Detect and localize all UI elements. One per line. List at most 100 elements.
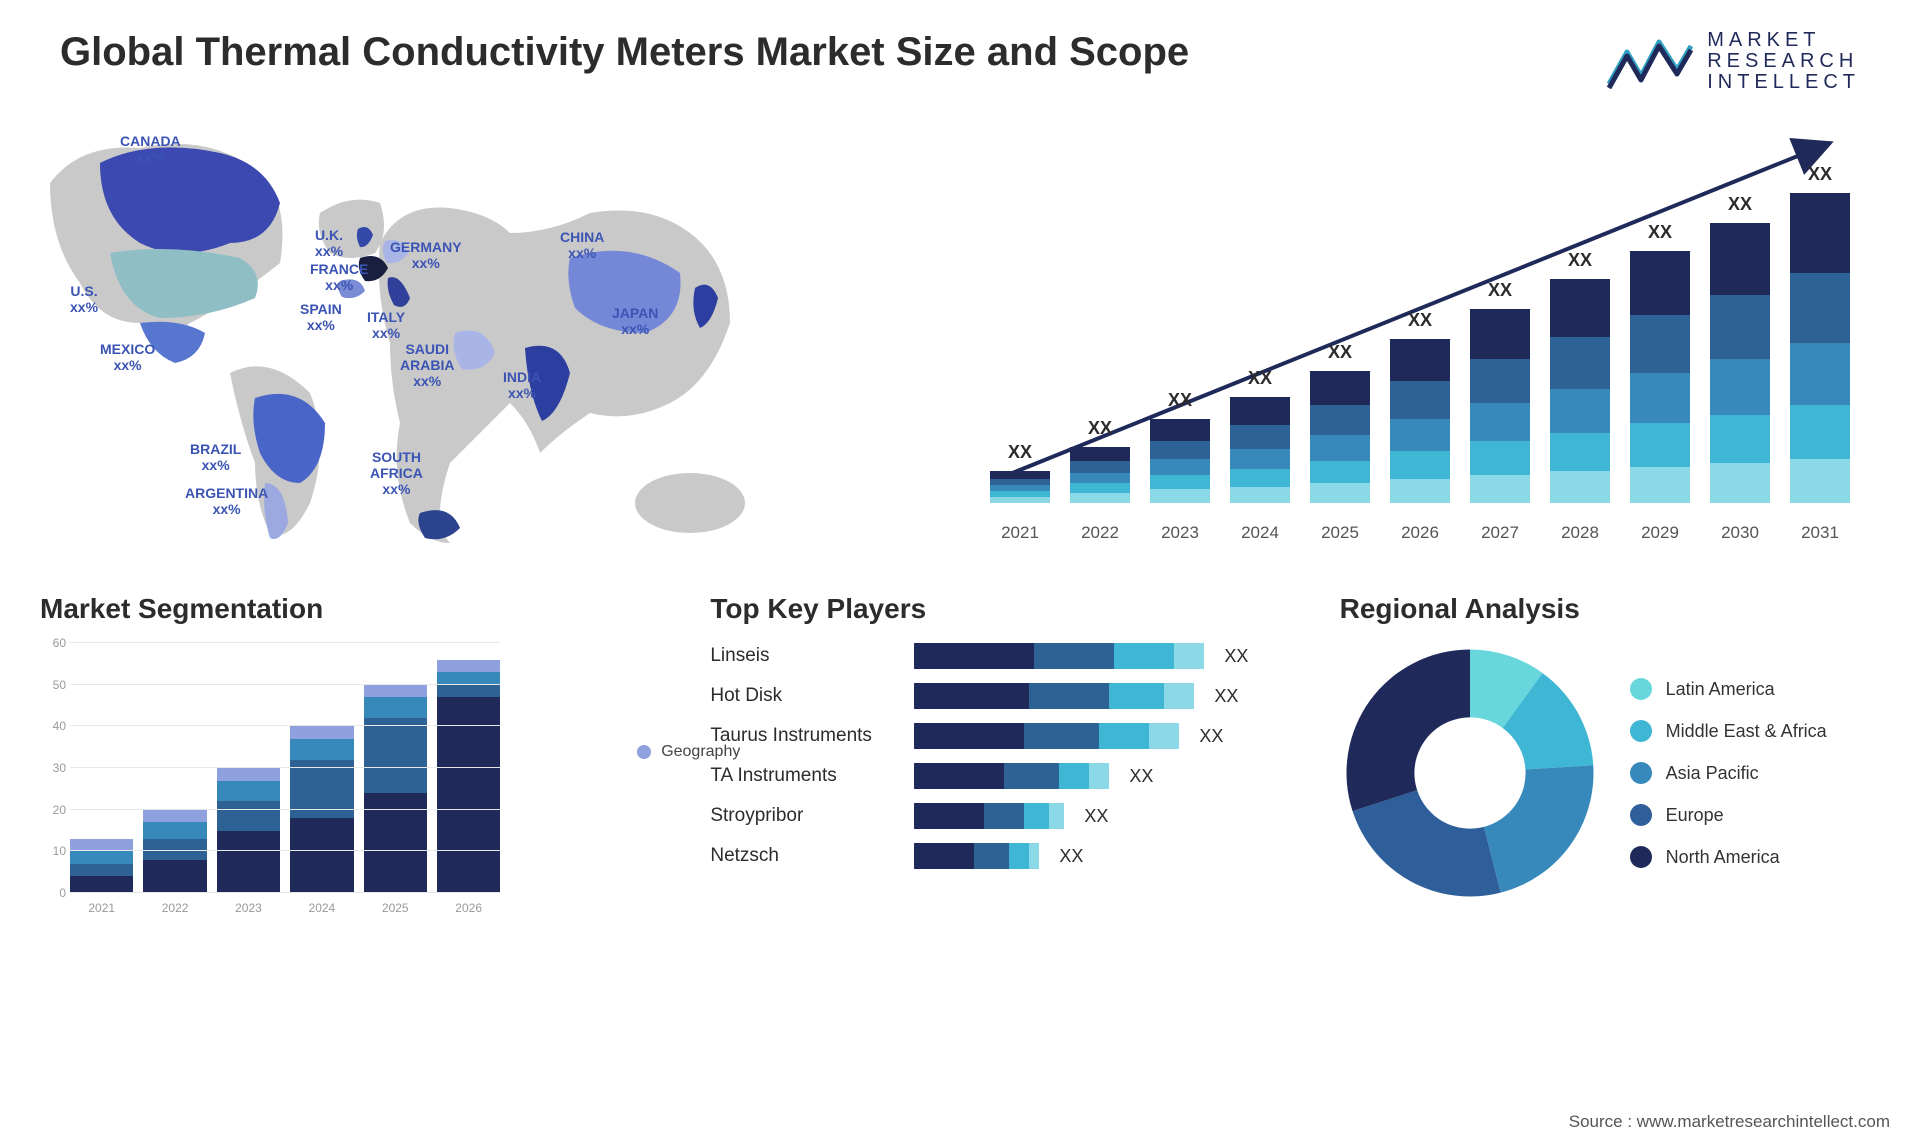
region-legend-item: Europe bbox=[1630, 804, 1827, 826]
map-label: INDIA xx% bbox=[503, 369, 541, 401]
legend-swatch bbox=[1630, 846, 1652, 868]
donut-slice bbox=[1346, 650, 1470, 812]
region-legend-item: North America bbox=[1630, 846, 1827, 868]
player-bar bbox=[914, 803, 1064, 829]
player-bar bbox=[914, 763, 1109, 789]
brand-line2: RESEARCH bbox=[1707, 51, 1860, 72]
regional-legend: Latin America Middle East & Africa Asia Pa… bbox=[1630, 678, 1827, 868]
growth-x-label: 2028 bbox=[1550, 523, 1610, 543]
segmentation-chart: 0102030405060 202120222023202420252026 G… bbox=[40, 643, 560, 923]
growth-x-label: 2029 bbox=[1630, 523, 1690, 543]
map-label: CANADA xx% bbox=[120, 133, 181, 165]
world-map: CANADA xx%U.S. xx%MEXICO xx%BRAZIL xx%AR… bbox=[30, 123, 900, 553]
map-label: GERMANY xx% bbox=[390, 239, 462, 271]
page-title: Global Thermal Conductivity Meters Marke… bbox=[60, 30, 1189, 75]
growth-bar-value: XX bbox=[1168, 390, 1192, 411]
legend-label: Middle East & Africa bbox=[1666, 721, 1827, 742]
segmentation-title: Market Segmentation bbox=[40, 593, 560, 625]
legend-label: Europe bbox=[1666, 805, 1724, 826]
growth-bar-value: XX bbox=[1568, 250, 1592, 271]
growth-bar-value: XX bbox=[1328, 342, 1352, 363]
player-value: XX bbox=[1084, 806, 1108, 827]
growth-x-label: 2025 bbox=[1310, 523, 1370, 543]
legend-swatch bbox=[1630, 762, 1652, 784]
player-name: Netzsch bbox=[710, 845, 900, 867]
growth-bar-value: XX bbox=[1808, 164, 1832, 185]
players-chart: LinseisXXHot DiskXXTaurus InstrumentsXXT… bbox=[710, 643, 1289, 869]
legend-swatch bbox=[1630, 720, 1652, 742]
brand-line3: INTELLECT bbox=[1707, 72, 1860, 93]
donut-slice bbox=[1483, 765, 1593, 892]
player-value: XX bbox=[1199, 726, 1223, 747]
growth-bar-value: XX bbox=[1008, 442, 1032, 463]
growth-x-label: 2030 bbox=[1710, 523, 1770, 543]
seg-ytick: 40 bbox=[53, 719, 66, 733]
player-name: TA Instruments bbox=[710, 765, 900, 787]
player-row: Taurus InstrumentsXX bbox=[710, 723, 1289, 749]
player-bar bbox=[914, 643, 1204, 669]
players-title: Top Key Players bbox=[710, 593, 1289, 625]
donut-slice bbox=[1352, 790, 1500, 896]
growth-x-label: 2026 bbox=[1390, 523, 1450, 543]
map-label: SOUTH AFRICA xx% bbox=[370, 449, 423, 497]
seg-x-label: 2022 bbox=[143, 901, 206, 915]
legend-swatch bbox=[1630, 678, 1652, 700]
map-label: U.S. xx% bbox=[70, 283, 98, 315]
seg-bar bbox=[70, 839, 133, 893]
map-label: U.K. xx% bbox=[315, 227, 343, 259]
growth-bar-value: XX bbox=[1488, 280, 1512, 301]
segmentation-legend-label: Geography bbox=[661, 743, 740, 761]
growth-bar: XX bbox=[990, 442, 1050, 503]
growth-bar: XX bbox=[1070, 418, 1130, 503]
growth-x-label: 2031 bbox=[1790, 523, 1850, 543]
growth-bar: XX bbox=[1150, 390, 1210, 503]
player-bar bbox=[914, 683, 1194, 709]
map-label: BRAZIL xx% bbox=[190, 441, 241, 473]
growth-x-label: 2021 bbox=[990, 523, 1050, 543]
growth-x-label: 2027 bbox=[1470, 523, 1530, 543]
seg-x-label: 2026 bbox=[437, 901, 500, 915]
region-legend-item: Asia Pacific bbox=[1630, 762, 1827, 784]
regional-title: Regional Analysis bbox=[1340, 593, 1860, 625]
legend-swatch bbox=[1630, 804, 1652, 826]
seg-ytick: 60 bbox=[53, 636, 66, 650]
map-svg bbox=[30, 123, 900, 553]
growth-bar: XX bbox=[1710, 194, 1770, 503]
growth-x-label: 2023 bbox=[1150, 523, 1210, 543]
player-row: Hot Disk XX bbox=[710, 683, 1289, 709]
player-row: LinseisXX bbox=[710, 643, 1289, 669]
legend-label: Asia Pacific bbox=[1666, 763, 1759, 784]
growth-x-label: 2022 bbox=[1070, 523, 1130, 543]
region-legend-item: Latin America bbox=[1630, 678, 1827, 700]
legend-label: North America bbox=[1666, 847, 1780, 868]
seg-x-label: 2021 bbox=[70, 901, 133, 915]
growth-chart: XXXXXXXXXXXXXXXXXXXXXX 20212022202320242… bbox=[960, 123, 1860, 543]
seg-bar bbox=[217, 768, 280, 893]
seg-x-label: 2024 bbox=[290, 901, 353, 915]
player-row: TA Instruments XX bbox=[710, 763, 1289, 789]
player-value: XX bbox=[1214, 686, 1238, 707]
growth-bar: XX bbox=[1790, 164, 1850, 503]
seg-bar bbox=[143, 810, 206, 893]
seg-x-label: 2025 bbox=[364, 901, 427, 915]
growth-bar-value: XX bbox=[1088, 418, 1112, 439]
seg-ytick: 30 bbox=[53, 761, 66, 775]
brand-logo: MARKET RESEARCH INTELLECT bbox=[1605, 30, 1860, 93]
map-label: SPAIN xx% bbox=[300, 301, 342, 333]
player-value: XX bbox=[1129, 766, 1153, 787]
map-label: CHINA xx% bbox=[560, 229, 604, 261]
player-name: Hot Disk bbox=[710, 685, 900, 707]
player-name: Linseis bbox=[710, 645, 900, 667]
growth-x-label: 2024 bbox=[1230, 523, 1290, 543]
regional-donut-chart bbox=[1340, 643, 1600, 903]
legend-label: Latin America bbox=[1666, 679, 1775, 700]
growth-bar: XX bbox=[1470, 280, 1530, 503]
growth-bar-value: XX bbox=[1648, 222, 1672, 243]
map-label: JAPAN xx% bbox=[612, 305, 658, 337]
player-row: StroypriborXX bbox=[710, 803, 1289, 829]
map-label: ARGENTINA xx% bbox=[185, 485, 268, 517]
seg-ytick: 10 bbox=[53, 844, 66, 858]
seg-ytick: 0 bbox=[59, 886, 66, 900]
map-label: SAUDI ARABIA xx% bbox=[400, 341, 454, 389]
source-attribution: Source : www.marketresearchintellect.com bbox=[1569, 1112, 1890, 1132]
